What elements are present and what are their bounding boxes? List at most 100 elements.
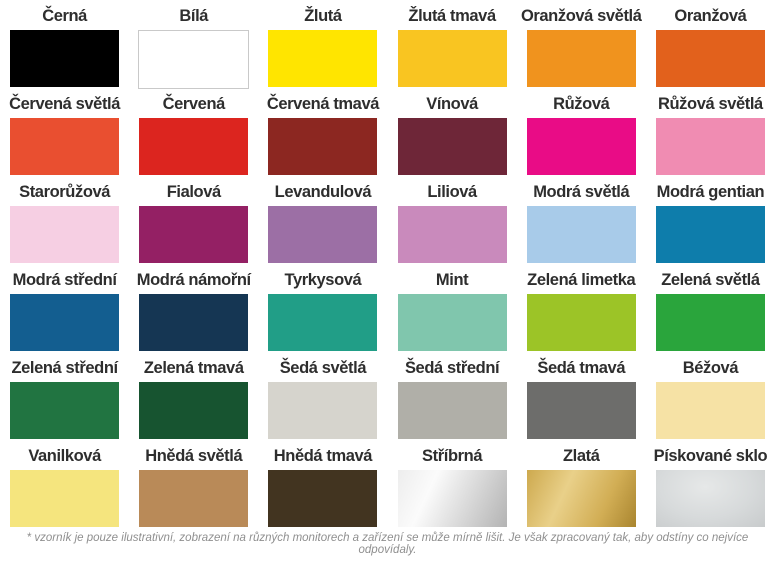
color-name-label: Oranžová světlá — [520, 7, 642, 25]
color-cell-piskovane-sklo: Pískované sklo — [646, 443, 775, 531]
color-swatch-metallic — [655, 470, 765, 527]
color-cell-ruzova: Růžová — [517, 91, 646, 179]
color-name-label: Šedá střední — [404, 359, 500, 377]
color-cell-zelena-limetka: Zelená limetka — [517, 267, 646, 355]
color-name-label: Červená světlá — [9, 95, 121, 113]
color-cell-oranzova: Oranžová — [646, 3, 775, 91]
color-name-label: Oranžová — [674, 7, 747, 25]
color-name-label: Tyrkysová — [284, 271, 362, 289]
color-cell-cervena: Červená — [129, 91, 258, 179]
color-swatch — [397, 382, 507, 439]
color-swatch-metallic — [397, 470, 507, 527]
color-cell-ruzova-svetla: Růžová světlá — [646, 91, 775, 179]
color-cell-cervena-tmava: Červená tmavá — [258, 91, 387, 179]
color-name-label: Liliová — [427, 183, 477, 201]
color-swatch — [139, 470, 249, 527]
color-cell-zlata: Zlatá — [517, 443, 646, 531]
color-cell-zelena-tmava: Zelená tmavá — [129, 355, 258, 443]
color-swatch — [139, 294, 249, 351]
color-swatch — [526, 118, 636, 175]
color-swatch — [526, 206, 636, 263]
color-swatch-metallic — [526, 470, 636, 527]
color-cell-levandulova: Levandulová — [258, 179, 387, 267]
color-swatch — [10, 382, 120, 439]
color-name-label: Zlatá — [562, 447, 600, 465]
color-name-label: Zelená střední — [11, 359, 118, 377]
color-name-label: Vínová — [426, 95, 478, 113]
color-swatch — [268, 206, 378, 263]
color-name-label: Modrá střední — [12, 271, 117, 289]
color-cell-stribrna: Stříbrná — [388, 443, 517, 531]
color-swatch — [526, 30, 636, 87]
color-name-label: Béžová — [682, 359, 739, 377]
color-name-label: Zelená tmavá — [143, 359, 244, 377]
color-cell-zelena-svetla: Zelená světlá — [646, 267, 775, 355]
color-name-label: Zelená světlá — [661, 271, 760, 289]
color-name-label: Modrá gentian — [656, 183, 765, 201]
color-swatch — [526, 294, 636, 351]
color-cell-modra-svetla: Modrá světlá — [517, 179, 646, 267]
color-cell-zluta: Žlutá — [258, 3, 387, 91]
color-name-label: Pískované sklo — [653, 447, 768, 465]
color-swatch — [10, 30, 120, 87]
color-swatch — [397, 294, 507, 351]
color-swatch — [139, 206, 249, 263]
color-swatch — [268, 470, 378, 527]
color-swatch — [138, 30, 250, 89]
color-name-label: Zelená limetka — [527, 271, 636, 289]
disclaimer-footnote: * vzorník je pouze ilustrativní, zobraze… — [26, 532, 749, 556]
color-cell-tyrkysova: Tyrkysová — [258, 267, 387, 355]
color-name-label: Růžová — [553, 95, 610, 113]
color-cell-oranzova-svetla: Oranžová světlá — [517, 3, 646, 91]
color-swatch — [139, 118, 249, 175]
color-cell-seda-tmava: Šedá tmavá — [517, 355, 646, 443]
color-name-label: Fialová — [166, 183, 221, 201]
color-cell-zluta-tmava: Žlutá tmavá — [388, 3, 517, 91]
color-name-label: Stříbrná — [422, 447, 483, 465]
color-swatch — [10, 118, 120, 175]
color-name-label: Levandulová — [274, 183, 372, 201]
color-name-label: Modrá světlá — [533, 183, 630, 201]
color-name-label: Starorůžová — [19, 183, 111, 201]
color-cell-cervena-svetla: Červená světlá — [0, 91, 129, 179]
color-cell-vinova: Vínová — [388, 91, 517, 179]
color-cell-seda-svetla: Šedá světlá — [258, 355, 387, 443]
color-name-label: Černá — [42, 7, 87, 25]
color-cell-hneda-svetla: Hnědá světlá — [129, 443, 258, 531]
color-cell-bila: Bílá — [129, 3, 258, 91]
color-cell-fialova: Fialová — [129, 179, 258, 267]
color-cell-zelena-stredni: Zelená střední — [0, 355, 129, 443]
color-cell-modra-stredni: Modrá střední — [0, 267, 129, 355]
color-swatch — [397, 206, 507, 263]
color-name-label: Šedá tmavá — [537, 359, 626, 377]
color-cell-mint: Mint — [388, 267, 517, 355]
color-cell-staroruzova: Starorůžová — [0, 179, 129, 267]
color-cell-modra-namorni: Modrá námořní — [129, 267, 258, 355]
color-name-label: Hnědá tmavá — [273, 447, 373, 465]
color-swatch — [268, 294, 378, 351]
color-name-label: Hnědá světlá — [145, 447, 243, 465]
color-name-label: Mint — [435, 271, 469, 289]
color-swatch — [655, 294, 765, 351]
color-swatch — [139, 382, 249, 439]
color-cell-modra-gentian: Modrá gentian — [646, 179, 775, 267]
color-swatch — [397, 118, 507, 175]
color-swatch — [655, 30, 765, 87]
color-swatch — [268, 30, 378, 87]
color-name-label: Růžová světlá — [657, 95, 763, 113]
color-name-label: Šedá světlá — [279, 359, 367, 377]
color-swatch — [10, 470, 120, 527]
color-cell-seda-stredni: Šedá střední — [388, 355, 517, 443]
color-name-label: Bílá — [179, 7, 209, 25]
color-cell-hneda-tmava: Hnědá tmavá — [258, 443, 387, 531]
color-cell-bezova: Béžová — [646, 355, 775, 443]
color-name-label: Vanilková — [28, 447, 101, 465]
color-name-label: Červená tmavá — [266, 95, 380, 113]
color-swatch — [397, 30, 507, 87]
color-swatch — [10, 294, 120, 351]
color-name-label: Žlutá tmavá — [408, 7, 496, 25]
color-cell-vanilkova: Vanilková — [0, 443, 129, 531]
color-sample-grid: Černá Bílá Žlutá Žlutá tmavá Oranžová sv… — [0, 3, 775, 531]
color-name-label: Žlutá — [304, 7, 342, 25]
color-name-label: Červená — [162, 95, 226, 113]
